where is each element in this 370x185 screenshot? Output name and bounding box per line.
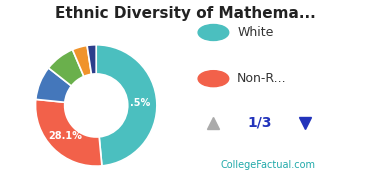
Wedge shape (48, 50, 84, 86)
Text: .5%: .5% (130, 98, 150, 108)
Wedge shape (73, 46, 91, 76)
Wedge shape (36, 99, 102, 166)
Text: 1/3: 1/3 (247, 116, 272, 130)
Wedge shape (87, 45, 96, 74)
Text: Ethnic Diversity of Mathema...: Ethnic Diversity of Mathema... (55, 6, 315, 21)
Text: 28.1%: 28.1% (48, 131, 82, 141)
Wedge shape (36, 68, 71, 102)
Text: White: White (237, 26, 274, 39)
Circle shape (198, 71, 229, 87)
Wedge shape (96, 45, 157, 166)
Text: Non-R...: Non-R... (237, 72, 287, 85)
Circle shape (198, 24, 229, 41)
Text: CollegeFactual.com: CollegeFactual.com (220, 160, 315, 170)
